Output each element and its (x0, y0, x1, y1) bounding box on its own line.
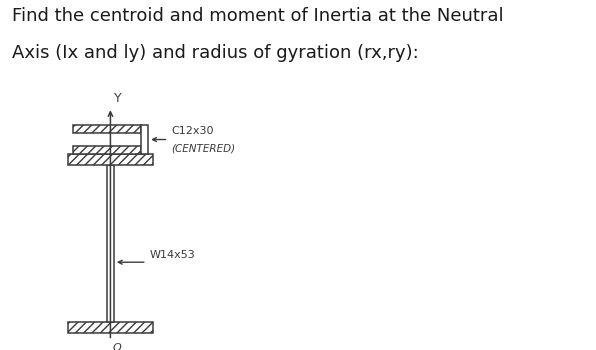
Text: O: O (113, 343, 122, 350)
Bar (141, 125, 148, 154)
Bar (67, 154, 153, 165)
Bar (67, 322, 153, 333)
Text: C12x30: C12x30 (171, 126, 213, 136)
Text: Find the centroid and moment of Inertia at the Neutral: Find the centroid and moment of Inertia … (12, 7, 504, 25)
Text: W14x53: W14x53 (149, 250, 195, 260)
Text: (CENTERED): (CENTERED) (171, 143, 235, 153)
Bar (107, 165, 114, 322)
Bar (73, 146, 141, 154)
Text: Y: Y (114, 92, 122, 105)
Text: Axis (Ix and ly) and radius of gyration (rx,ry):: Axis (Ix and ly) and radius of gyration … (12, 44, 418, 62)
Bar (73, 125, 141, 133)
